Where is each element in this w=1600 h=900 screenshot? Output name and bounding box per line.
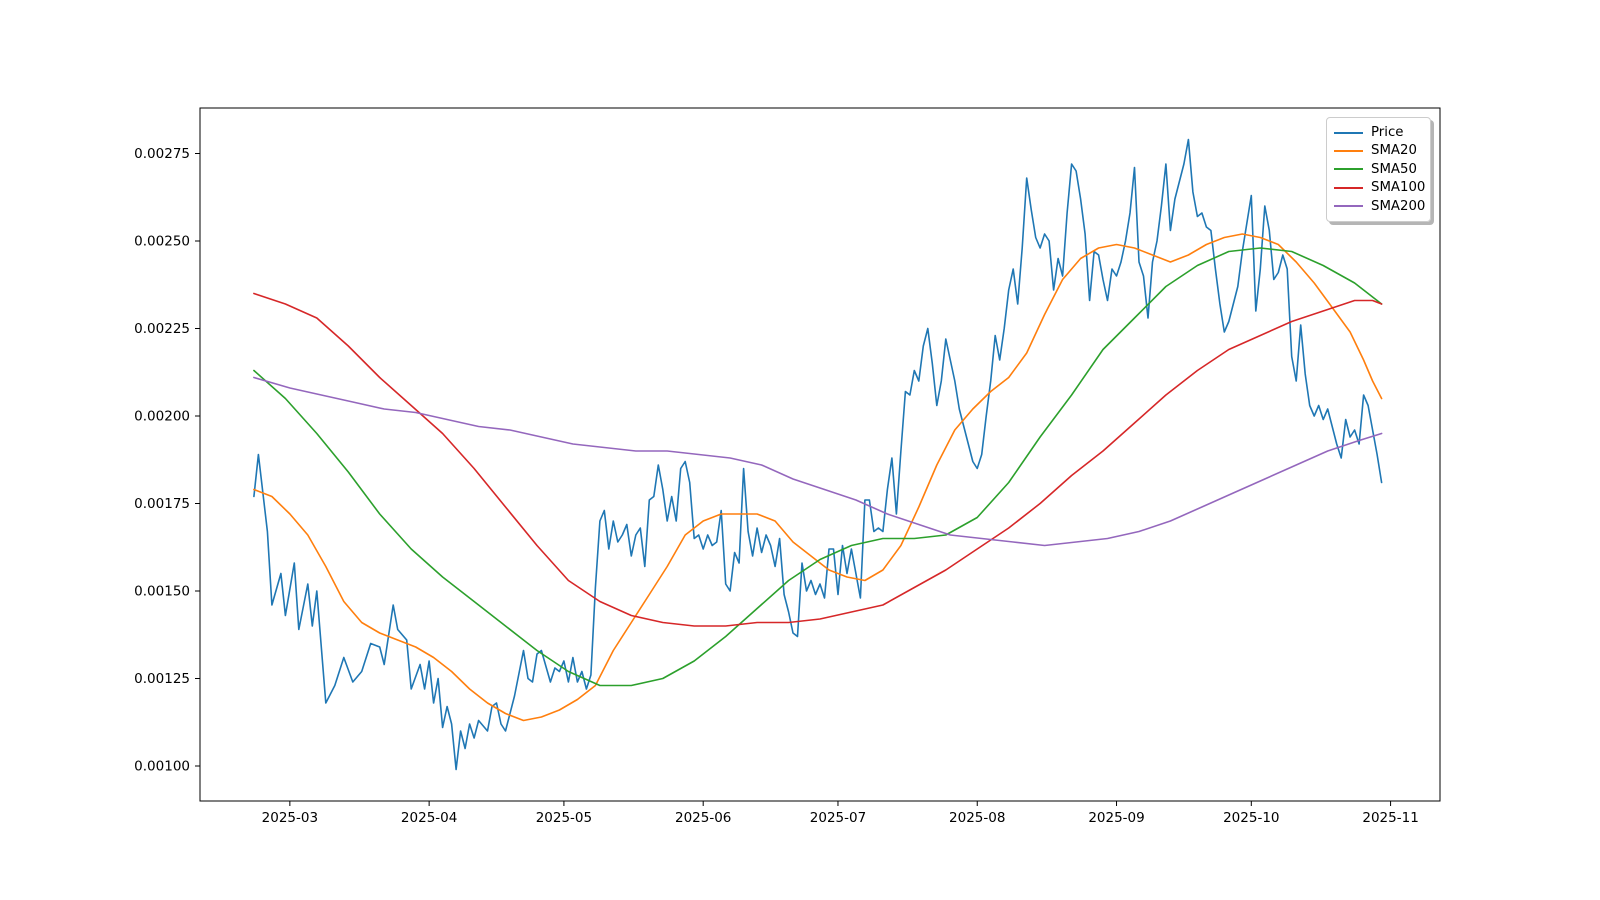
legend-item-price: Price xyxy=(1334,126,1423,139)
legend-item-sma50: SMA50 xyxy=(1334,163,1423,176)
sma200-line xyxy=(253,376,1383,547)
legend-label-sma100: SMA100 xyxy=(1371,180,1426,196)
legend-item-sma20: SMA20 xyxy=(1334,143,1423,159)
legend-label-price: Price xyxy=(1371,125,1404,141)
sma50-line-swatch xyxy=(1334,168,1363,171)
x-tick-label: 2025-11 xyxy=(1362,810,1418,826)
price-line-swatch xyxy=(1334,131,1363,134)
x-tick-label: 2025-03 xyxy=(262,810,318,826)
x-tick-label: 2025-05 xyxy=(536,810,592,826)
sma50-line xyxy=(253,247,1383,687)
sma200-line-swatch xyxy=(1334,205,1363,208)
sma20-line xyxy=(253,233,1383,722)
axes-background xyxy=(200,108,1440,801)
legend-label-sma200: SMA200 xyxy=(1371,198,1426,214)
legend-item-sma200: SMA200 xyxy=(1334,198,1426,214)
y-tick-label: 0.00150 xyxy=(134,584,190,600)
y-tick-label: 0.00175 xyxy=(134,496,190,512)
sma20-line-swatch xyxy=(1334,150,1363,153)
y-tick-label: 0.00100 xyxy=(134,759,190,775)
x-tick-label: 2025-08 xyxy=(949,810,1005,826)
x-tick-label: 2025-10 xyxy=(1223,810,1279,826)
y-tick-label: 0.00250 xyxy=(134,234,190,250)
legend-label-sma20: SMA20 xyxy=(1371,143,1417,159)
x-tick-label: 2025-09 xyxy=(1088,810,1144,826)
legend: Price SMA20 SMA50 SMA100 SMA200 xyxy=(1326,117,1431,222)
x-tick-label: 2025-07 xyxy=(810,810,866,826)
sma100-line-swatch xyxy=(1334,186,1363,189)
axes-spines xyxy=(199,107,1441,802)
legend-item-sma100: SMA100 xyxy=(1334,180,1426,196)
sma100-line xyxy=(253,292,1383,627)
y-tick-label: 0.00225 xyxy=(134,321,190,337)
x-tick-label: 2025-04 xyxy=(401,810,457,826)
legend-label-sma50: SMA50 xyxy=(1371,161,1417,177)
price-line xyxy=(253,138,1383,771)
y-tick-label: 0.00125 xyxy=(134,671,190,687)
x-tick-label: 2025-06 xyxy=(675,810,731,826)
y-tick-label: 0.00200 xyxy=(134,409,190,425)
y-tick-label: 0.00275 xyxy=(134,146,190,162)
